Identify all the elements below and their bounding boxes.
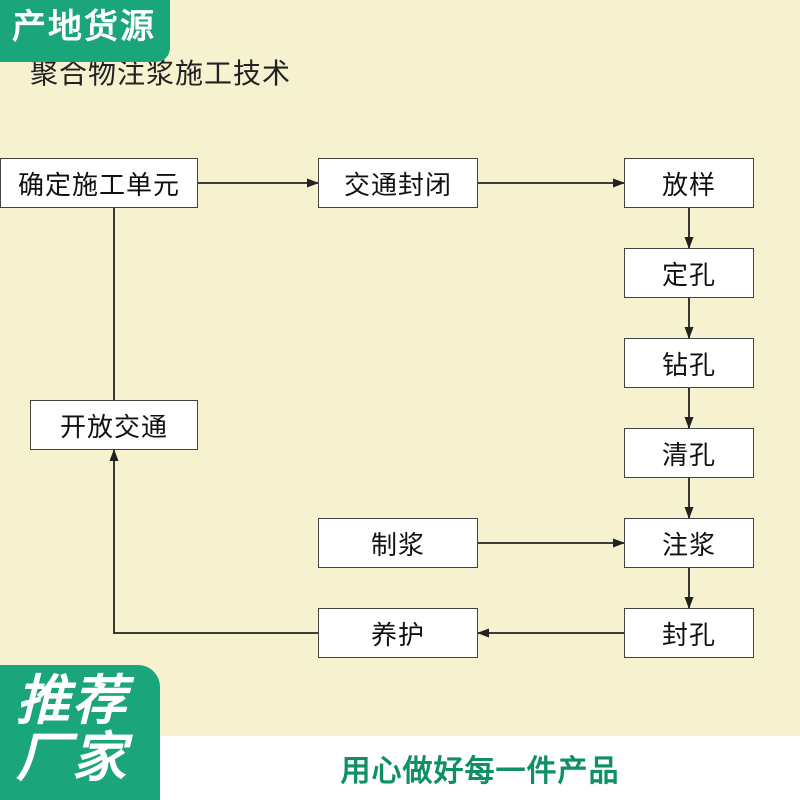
badge-bottom-line2: 厂家: [16, 730, 144, 787]
flow-node-n5: 钻孔: [624, 338, 754, 388]
flow-node-n2: 交通封闭: [318, 158, 478, 208]
flow-node-n3: 放样: [624, 158, 754, 208]
flow-node-n11: 开放交通: [30, 400, 198, 450]
flow-node-n4: 定孔: [624, 248, 754, 298]
slogan-bar: 用心做好每一件产品: [160, 736, 800, 800]
flow-node-n7: 注浆: [624, 518, 754, 568]
badge-origin-source: 产地货源: [0, 0, 170, 62]
flow-node-n8: 制浆: [318, 518, 478, 568]
badge-recommended-factory: 推荐 厂家: [0, 665, 160, 800]
flow-node-n9: 封孔: [624, 608, 754, 658]
edge-n11-n1: [0, 183, 114, 400]
diagram-canvas: 聚合物注浆施工技术 确定施工单元交通封闭放样定孔钻孔清孔注浆制浆封孔养护开放交通…: [0, 0, 800, 800]
flow-node-n1: 确定施工单元: [0, 158, 198, 208]
edge-n10-n11: [114, 450, 318, 633]
badge-bottom-line1: 推荐: [16, 673, 144, 730]
slogan-text: 用心做好每一件产品: [341, 746, 620, 790]
flow-node-n6: 清孔: [624, 428, 754, 478]
flow-node-n10: 养护: [318, 608, 478, 658]
badge-top-text: 产地货源: [12, 8, 156, 46]
